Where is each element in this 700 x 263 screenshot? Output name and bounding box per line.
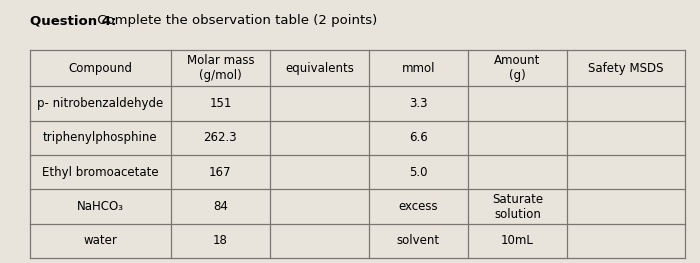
Text: mmol: mmol	[402, 62, 435, 75]
Bar	[30, 50, 171, 87]
Text: excess: excess	[398, 200, 438, 213]
Bar	[369, 121, 468, 155]
Bar	[468, 224, 567, 258]
Bar	[30, 189, 171, 224]
Bar	[468, 50, 567, 87]
Text: Amount
(g): Amount (g)	[494, 54, 540, 82]
Bar	[171, 121, 270, 155]
Bar	[30, 155, 171, 189]
Bar	[567, 50, 685, 87]
Bar	[270, 224, 369, 258]
Bar	[171, 87, 270, 121]
Bar	[468, 121, 567, 155]
Text: Complete the observation table (2 points): Complete the observation table (2 points…	[93, 14, 377, 27]
Text: equivalents: equivalents	[285, 62, 354, 75]
Bar	[171, 224, 270, 258]
Text: 3.3: 3.3	[410, 97, 428, 110]
Bar	[270, 189, 369, 224]
Bar	[468, 189, 567, 224]
Bar	[30, 87, 171, 121]
Bar	[30, 224, 171, 258]
Bar	[270, 50, 369, 87]
Bar	[369, 189, 468, 224]
Text: 10mL: 10mL	[501, 234, 534, 247]
Bar	[567, 189, 685, 224]
Text: Ethyl bromoacetate: Ethyl bromoacetate	[42, 166, 159, 179]
Text: triphenylphosphine: triphenylphosphine	[43, 132, 158, 144]
Bar	[567, 121, 685, 155]
Text: 167: 167	[209, 166, 232, 179]
Text: 18: 18	[213, 234, 228, 247]
Text: NaHCO₃: NaHCO₃	[77, 200, 124, 213]
Text: 84: 84	[213, 200, 228, 213]
Text: water: water	[83, 234, 118, 247]
Text: p- nitrobenzaldehyde: p- nitrobenzaldehyde	[37, 97, 164, 110]
Bar	[270, 155, 369, 189]
Text: 6.6: 6.6	[409, 132, 428, 144]
Text: Safety MSDS: Safety MSDS	[588, 62, 664, 75]
Text: 5.0: 5.0	[410, 166, 428, 179]
Bar	[171, 189, 270, 224]
Text: solvent: solvent	[397, 234, 440, 247]
Text: Question 4:: Question 4:	[30, 14, 116, 27]
Bar	[270, 87, 369, 121]
Text: Molar mass
(g/mol): Molar mass (g/mol)	[187, 54, 254, 82]
Bar	[567, 87, 685, 121]
Bar	[369, 155, 468, 189]
Bar	[369, 224, 468, 258]
Bar	[369, 87, 468, 121]
Bar	[369, 50, 468, 87]
Text: Compound: Compound	[69, 62, 132, 75]
Bar	[171, 50, 270, 87]
Text: 151: 151	[209, 97, 232, 110]
Bar	[567, 224, 685, 258]
Bar	[468, 155, 567, 189]
Bar	[270, 121, 369, 155]
Bar	[468, 87, 567, 121]
Bar	[567, 155, 685, 189]
Text: 262.3: 262.3	[204, 132, 237, 144]
Bar	[30, 121, 171, 155]
Bar	[171, 155, 270, 189]
Text: Saturate
solution: Saturate solution	[492, 193, 543, 220]
